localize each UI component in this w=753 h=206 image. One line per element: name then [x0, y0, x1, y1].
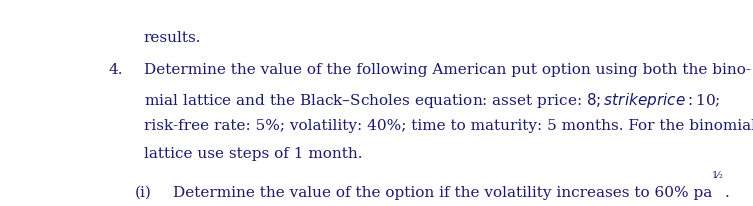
Text: (i): (i): [135, 185, 152, 199]
Text: mial lattice and the Black–Scholes equation: asset price: $8; strike price: $10;: mial lattice and the Black–Scholes equat…: [144, 91, 721, 109]
Text: lattice use steps of 1 month.: lattice use steps of 1 month.: [144, 146, 362, 160]
Text: Determine the value of the option if the volatility increases to 60% pa: Determine the value of the option if the…: [173, 185, 712, 199]
Text: Determine the value of the following American put option using both the bino-: Determine the value of the following Ame…: [144, 63, 751, 77]
Text: .: .: [724, 185, 729, 199]
Text: 1⁄₂: 1⁄₂: [712, 171, 724, 180]
Text: results.: results.: [144, 31, 201, 45]
Text: risk-free rate: 5%; volatility: 40%; time to maturity: 5 months. For the binomia: risk-free rate: 5%; volatility: 40%; tim…: [144, 118, 753, 132]
Text: 4.: 4.: [108, 63, 123, 77]
